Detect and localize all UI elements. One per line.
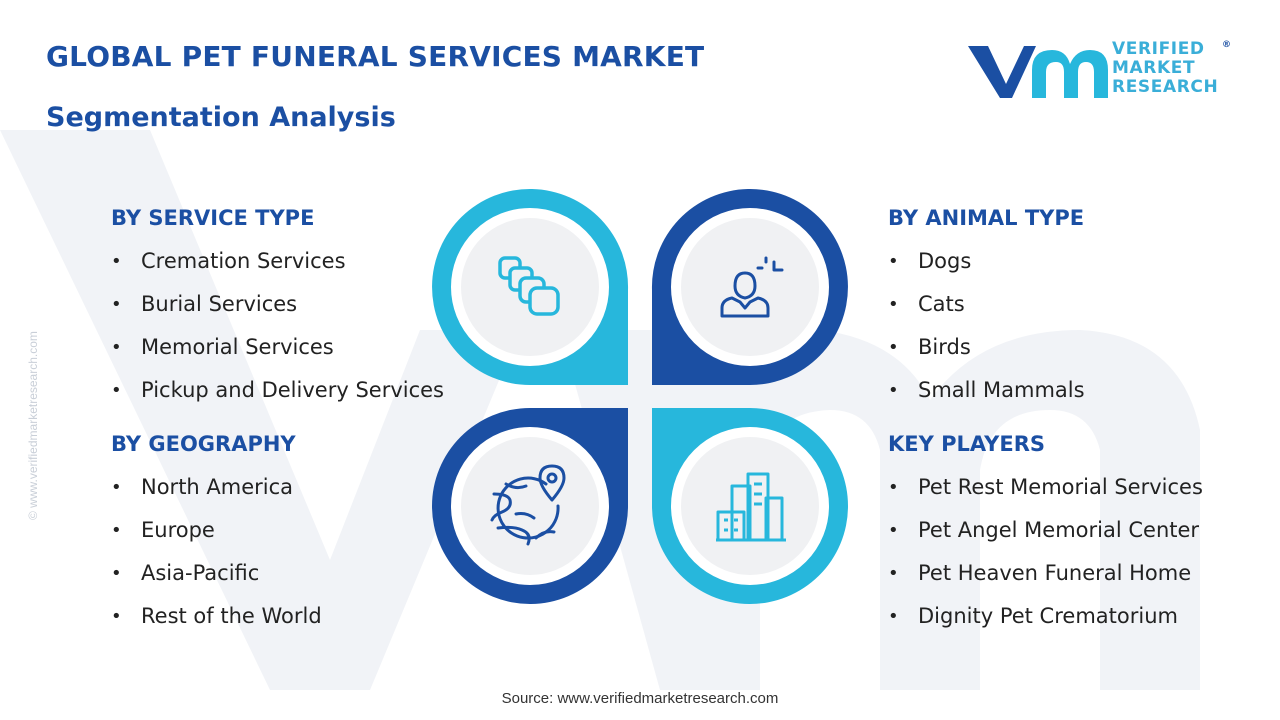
list-item: Pet Heaven Funeral Home: [888, 552, 1203, 595]
list-item: Cats: [888, 283, 1085, 326]
logo-line-market: MARKET: [1112, 58, 1196, 78]
segment-key-players: KEY PLAYERS Pet Rest Memorial Services P…: [888, 432, 1203, 638]
segment-heading: BY ANIMAL TYPE: [888, 206, 1085, 230]
list-item: Memorial Services: [111, 326, 444, 369]
list-item: Pet Angel Memorial Center: [888, 509, 1203, 552]
logo-line-verified: VERIFIED: [1112, 39, 1205, 59]
list-item: North America: [111, 466, 322, 509]
list-item: Dogs: [888, 240, 1085, 283]
list-item: Small Mammals: [888, 369, 1085, 412]
globe-location-icon: [490, 464, 566, 546]
segment-geography: BY GEOGRAPHY North America Europe Asia-P…: [111, 432, 322, 638]
side-watermark-url: © www.verifiedmarketresearch.com: [26, 331, 40, 520]
list-item: Birds: [888, 326, 1085, 369]
city-buildings-icon: [716, 472, 786, 542]
logo-wordmark: VERIFIED MARKET RESEARCH ®: [1112, 39, 1231, 97]
list-item: Pet Rest Memorial Services: [888, 466, 1203, 509]
list-item: Pickup and Delivery Services: [111, 369, 444, 412]
page-subtitle: Segmentation Analysis: [46, 102, 396, 133]
registered-mark: ®: [1222, 40, 1232, 50]
segment-animal-type: BY ANIMAL TYPE Dogs Cats Birds Small Mam…: [888, 206, 1085, 412]
list-item: Dignity Pet Crematorium: [888, 595, 1203, 638]
list-item: Rest of the World: [111, 595, 322, 638]
segment-heading: KEY PLAYERS: [888, 432, 1045, 456]
list-item: Cremation Services: [111, 240, 444, 283]
brand-logo: [968, 46, 1108, 98]
list-item: Burial Services: [111, 283, 444, 326]
source-caption: Source: www.verifiedmarketresearch.com: [501, 690, 779, 707]
segment-service-type: BY SERVICE TYPE Cremation Services Buria…: [111, 206, 444, 412]
stacked-cards-icon: [498, 256, 560, 316]
user-profile-icon: [720, 256, 784, 318]
logo-line-research: RESEARCH: [1112, 77, 1219, 97]
segment-heading: BY SERVICE TYPE: [111, 206, 315, 230]
segment-graphic: [432, 189, 848, 604]
list-item: Asia-Pacific: [111, 552, 322, 595]
list-item: Europe: [111, 509, 322, 552]
droplet-bottom-left: [432, 408, 629, 604]
page-title: GLOBAL PET FUNERAL SERVICES MARKET: [46, 40, 705, 73]
segment-heading: BY GEOGRAPHY: [111, 432, 296, 456]
droplet-top-right: [651, 189, 848, 385]
